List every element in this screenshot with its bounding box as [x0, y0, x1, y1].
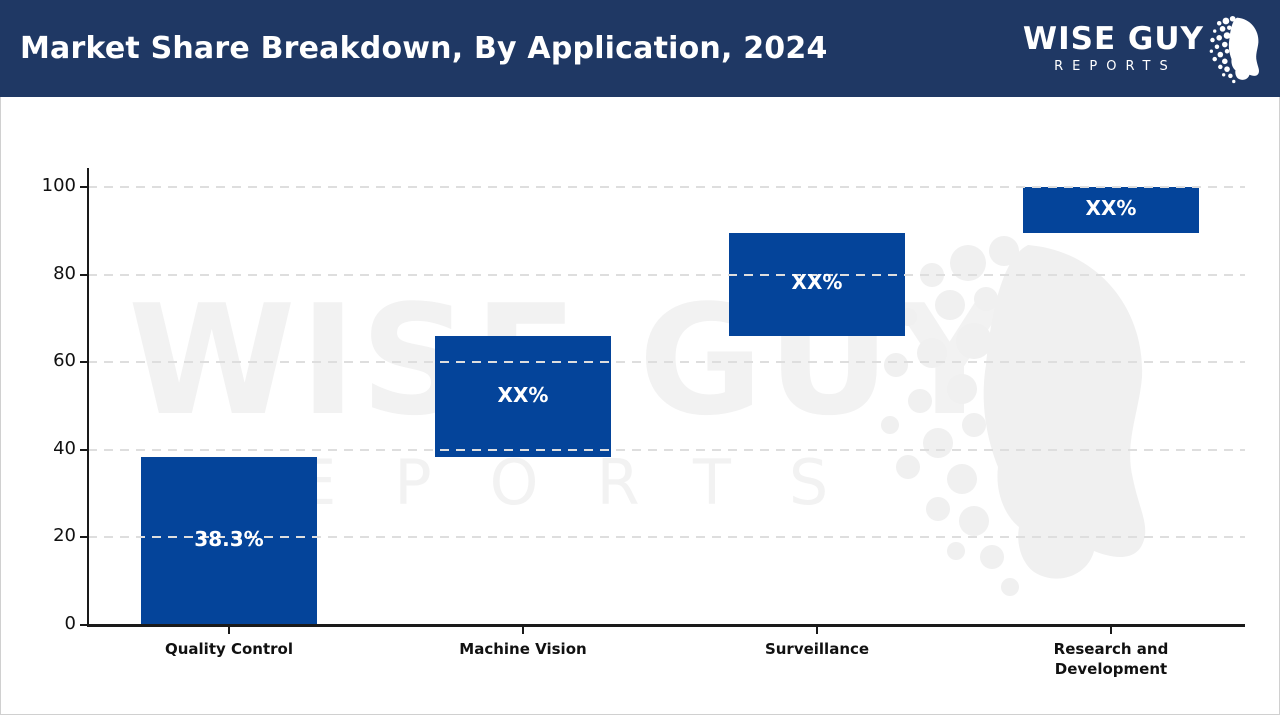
gridline — [88, 186, 1245, 188]
x-tick-label: Research and Development — [1053, 640, 1169, 679]
bar-value-label: XX% — [791, 270, 843, 295]
y-tick-mark — [80, 273, 88, 276]
y-tick-mark — [80, 624, 88, 626]
bar — [729, 232, 905, 336]
y-tick-label: 20 — [53, 525, 76, 547]
x-tick-mark — [228, 627, 230, 634]
gridline — [88, 448, 1245, 451]
header: Market Share Breakdown, By Application, … — [0, 0, 1280, 97]
brand-logo: WISE GUY REPORTS — [1023, 10, 1264, 88]
gridline — [88, 361, 1245, 364]
y-tick-label: 0 — [64, 613, 76, 634]
gridline — [88, 273, 1245, 276]
y-tick-label: 100 — [41, 175, 76, 196]
y-tick-label: 60 — [53, 350, 76, 372]
y-tick-mark — [80, 536, 88, 539]
y-tick-mark — [80, 361, 88, 364]
logo-face-icon — [1208, 10, 1264, 88]
x-tick-mark — [816, 627, 818, 634]
bar — [435, 335, 611, 458]
x-tick-mark — [1110, 627, 1112, 634]
bar — [141, 457, 317, 625]
y-axis — [87, 168, 89, 627]
logo-subtext: REPORTS — [1054, 59, 1177, 74]
bar — [1023, 187, 1199, 233]
page-title: Market Share Breakdown, By Application, … — [20, 31, 828, 66]
y-tick-label: 80 — [53, 262, 76, 284]
bar-value-label: XX% — [1085, 195, 1137, 220]
logo-wordmark: WISE GUY — [1022, 21, 1204, 57]
gridline — [88, 536, 1245, 539]
y-tick-mark — [80, 448, 88, 451]
x-tick-label: Machine Vision — [459, 640, 587, 658]
y-tick-label: 40 — [53, 437, 76, 459]
x-axis — [87, 624, 1245, 627]
bar-value-label: 38.3% — [194, 527, 264, 552]
y-tick-mark — [80, 186, 88, 188]
bar-value-label: XX% — [497, 382, 549, 407]
x-tick-mark — [522, 627, 524, 634]
x-tick-label: Surveillance — [764, 640, 870, 658]
x-tick-label: Quality Control — [164, 640, 293, 658]
watermark-face-icon — [872, 222, 1172, 604]
